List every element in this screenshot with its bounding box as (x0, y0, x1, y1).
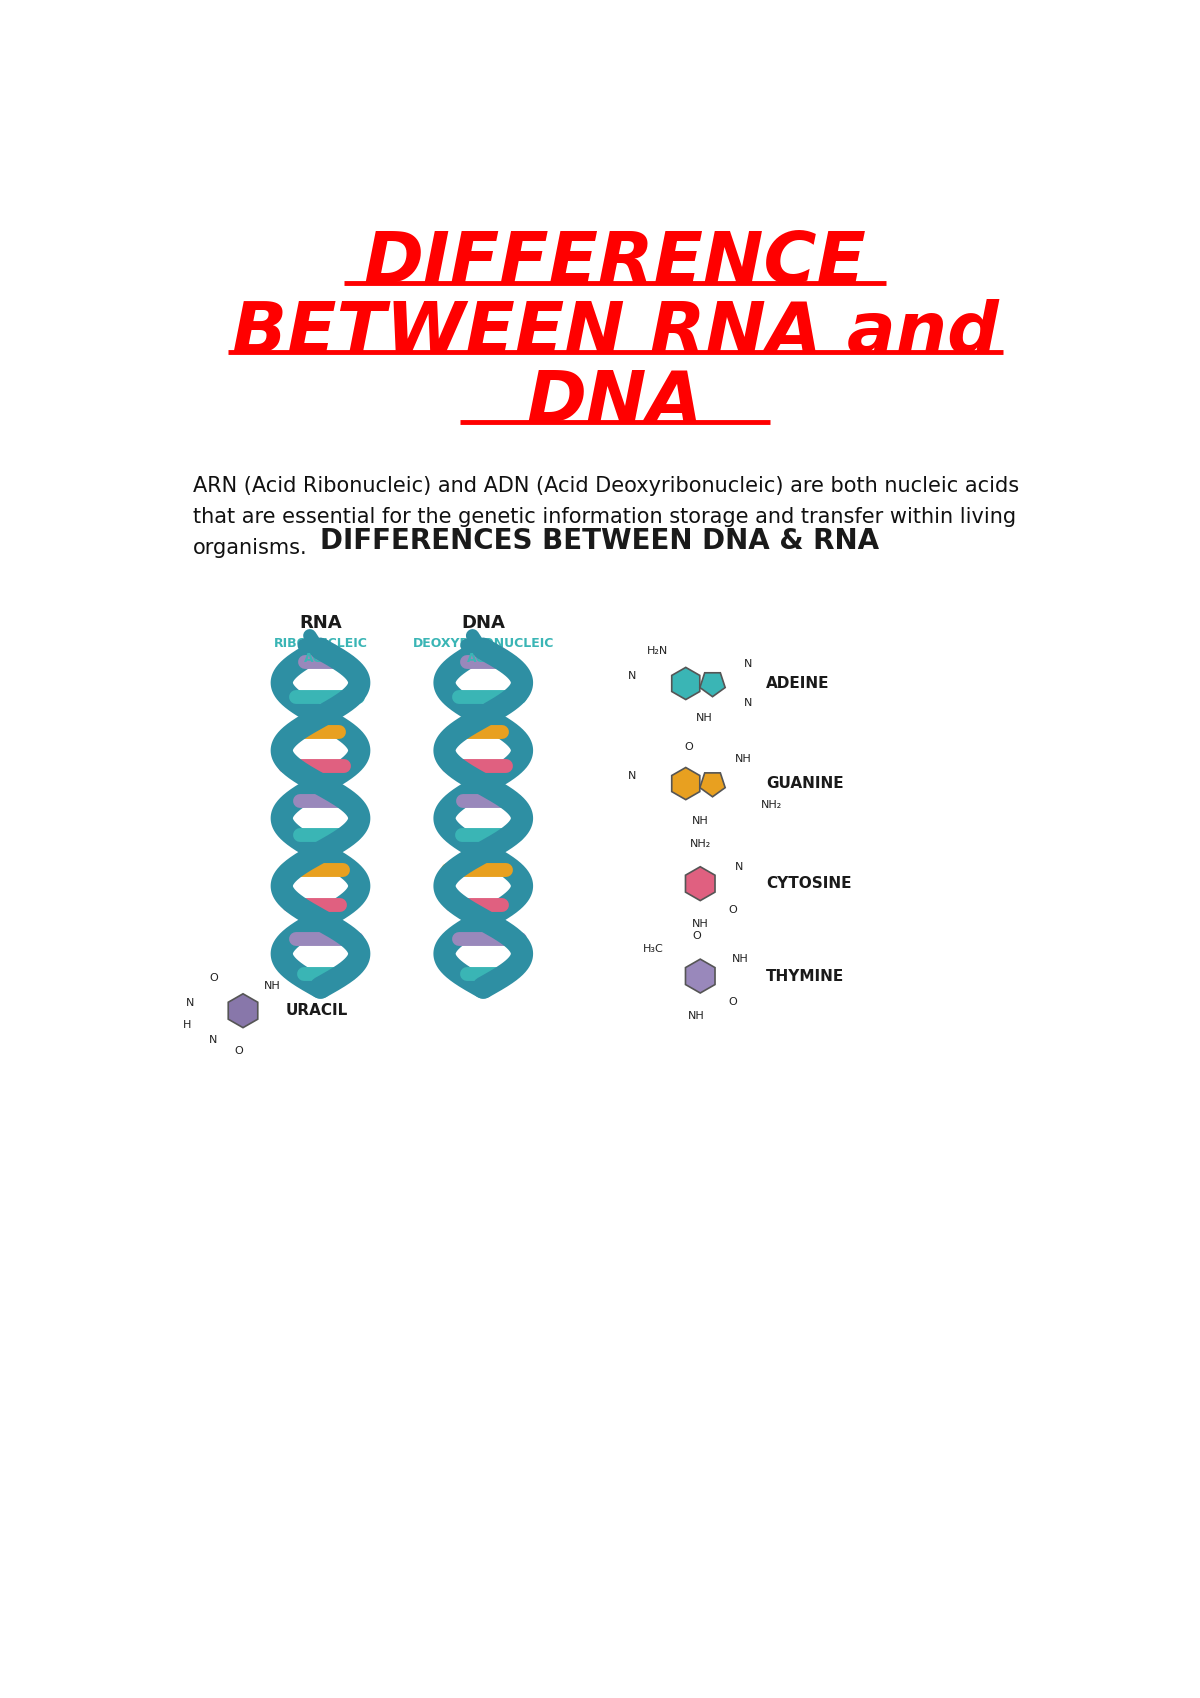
Text: NH: NH (734, 754, 751, 764)
Text: H₂N: H₂N (647, 647, 668, 655)
Text: O: O (684, 742, 694, 752)
Text: N: N (744, 698, 752, 708)
Text: H: H (184, 1019, 191, 1029)
Text: DIFFERENCES BETWEEN DNA & RNA: DIFFERENCES BETWEEN DNA & RNA (320, 526, 880, 555)
Text: NH: NH (688, 1010, 704, 1020)
Text: N: N (744, 659, 752, 669)
Text: N: N (186, 998, 194, 1009)
Text: NH: NH (692, 815, 709, 825)
Text: O: O (692, 931, 701, 941)
Text: DNA: DNA (461, 615, 505, 632)
Text: N: N (209, 1036, 217, 1044)
Text: RIBONUCLEIC
ACID: RIBONUCLEIC ACID (274, 637, 367, 666)
Polygon shape (672, 767, 700, 800)
Polygon shape (700, 773, 725, 796)
Text: O: O (728, 905, 737, 915)
Polygon shape (685, 959, 715, 993)
Polygon shape (672, 667, 700, 700)
Polygon shape (228, 993, 258, 1027)
Text: RNA: RNA (299, 615, 342, 632)
Text: DEOXYRIBONUCLEIC
ACID: DEOXYRIBONUCLEIC ACID (413, 637, 554, 666)
Text: NH₂: NH₂ (761, 800, 782, 810)
Text: BETWEEN RNA and: BETWEEN RNA and (232, 299, 998, 368)
Polygon shape (700, 672, 725, 696)
Text: N: N (628, 671, 636, 681)
Polygon shape (685, 866, 715, 900)
Text: NH₂: NH₂ (690, 839, 710, 849)
Text: N: N (734, 861, 743, 871)
Text: NH: NH (732, 954, 749, 964)
Text: GUANINE: GUANINE (766, 776, 844, 791)
Text: O: O (235, 1046, 244, 1056)
Text: N: N (628, 771, 636, 781)
Text: ADEINE: ADEINE (766, 676, 829, 691)
Text: ARN (Acid Ribonucleic) and ADN (Acid Deoxyribonucleic) are both nucleic acids
th: ARN (Acid Ribonucleic) and ADN (Acid Deo… (193, 475, 1019, 559)
Text: O: O (728, 997, 737, 1007)
Text: DIFFERENCE: DIFFERENCE (364, 229, 866, 299)
Text: NH: NH (692, 919, 709, 929)
Text: H₃C: H₃C (643, 944, 664, 954)
Text: CYTOSINE: CYTOSINE (766, 876, 852, 891)
Text: NH: NH (696, 713, 713, 723)
Text: URACIL: URACIL (286, 1004, 348, 1019)
Text: NH: NH (264, 981, 281, 992)
Text: O: O (209, 973, 218, 983)
Text: DNA: DNA (527, 368, 703, 436)
Text: THYMINE: THYMINE (766, 968, 845, 983)
